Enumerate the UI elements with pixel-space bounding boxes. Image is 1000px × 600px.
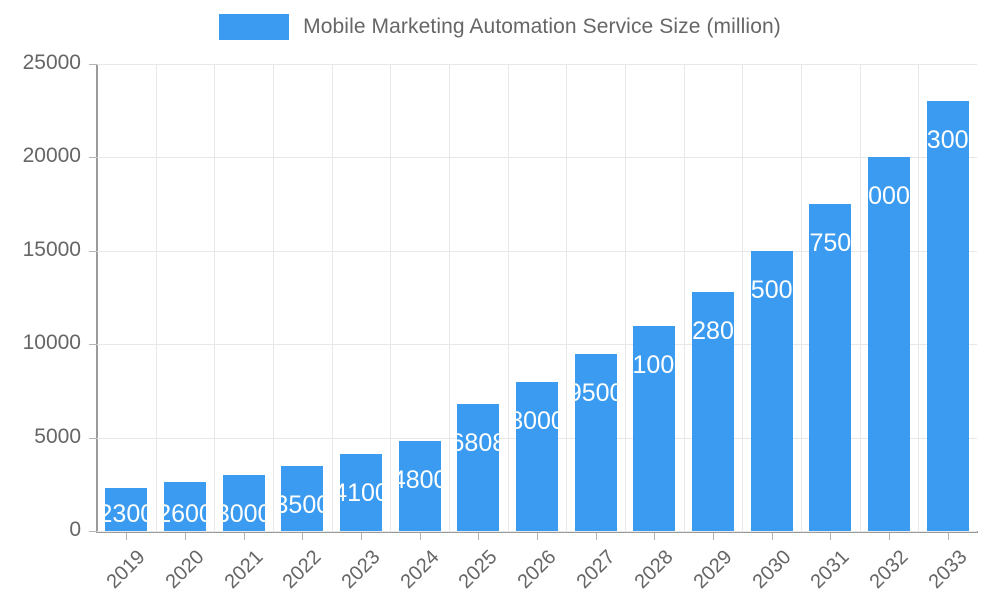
gridline-vertical [390,64,391,531]
y-tick-label: 0 [69,518,81,541]
bar-slot[interactable]: 12800 [692,64,734,531]
bar-slot[interactable]: 9500 [574,64,617,531]
gridline-vertical [508,64,509,531]
legend-color-swatch [219,14,290,40]
x-tick-mark [713,533,714,540]
bar-slot[interactable]: 8000 [516,64,558,531]
x-tick-mark [537,533,538,540]
x-tick-mark [772,533,773,540]
bar-slot[interactable]: 3000 [222,64,265,531]
gridline-vertical [625,64,626,531]
gridline-vertical [449,64,450,531]
bar[interactable] [457,403,500,531]
y-tick-mark [89,344,97,346]
y-tick-label: 20000 [22,144,81,168]
bar[interactable] [222,474,265,531]
gridline-vertical [273,64,274,531]
gridline-vertical [332,64,333,531]
x-axis-line [96,531,978,533]
legend-label: Mobile Marketing Automation Service Size… [303,15,781,38]
x-tick-mark [126,533,127,540]
y-tick-label: 5000 [34,424,81,448]
y-tick-mark [89,437,97,439]
bar[interactable] [398,441,441,531]
gridline-horizontal [97,64,977,65]
plot-area: 2300 2600 3000 3500 4100 4800 6808 8000 9500 1100… [97,64,977,532]
y-tick-label: 10000 [22,331,81,355]
bar-slot[interactable]: 15000 [750,64,793,531]
bar[interactable] [868,157,910,531]
bar[interactable] [809,204,852,531]
gridline-vertical [156,64,157,531]
bar[interactable] [633,325,676,531]
bar-slot[interactable]: 4100 [340,64,382,531]
gridline-vertical [918,64,919,531]
gridline-vertical [566,64,567,531]
y-tick-mark [89,250,97,252]
bar-slot[interactable]: 4800 [398,64,441,531]
bar-slot[interactable]: 17500 [809,64,852,531]
x-tick-mark [361,533,362,540]
gridline-horizontal [97,157,977,159]
y-tick-mark [89,531,97,532]
gridline-horizontal [97,344,977,346]
bar[interactable] [164,482,206,531]
x-tick-mark [185,533,186,540]
gridline-vertical [214,64,215,531]
gridline-horizontal [97,250,977,252]
x-tick-mark [420,533,421,540]
x-tick-mark [478,533,479,540]
x-tick-mark [244,533,245,540]
bar-slot[interactable]: 23000 [926,64,969,531]
bar-slot[interactable]: 2300 [105,64,148,531]
chart-legend: Mobile Marketing Automation Service Size… [0,14,1000,40]
gridline-horizontal [97,531,977,532]
y-tick-mark [89,157,97,159]
y-tick-label: 25000 [22,51,81,74]
bar[interactable] [105,488,148,531]
x-tick-mark [830,533,831,540]
gridline-vertical [801,64,802,531]
y-tick-label: 15000 [22,237,81,261]
x-tick-mark [596,533,597,540]
bar[interactable] [692,291,734,531]
bar-slot[interactable]: 3500 [281,64,324,531]
bar[interactable] [516,381,558,531]
gridline-vertical [860,64,861,531]
bar[interactable] [926,101,969,531]
x-tick-mark [654,533,655,540]
bar-slot[interactable]: 11000 [633,64,676,531]
x-tick-mark [302,533,303,540]
x-tick-mark [948,533,949,540]
bar[interactable] [281,465,324,531]
bar-slot[interactable]: 2600 [164,64,206,531]
gridline-vertical [742,64,743,531]
x-tick-label: 2019 [102,546,150,594]
bar[interactable] [750,250,793,531]
x-tick-mark [889,533,890,540]
y-tick-mark [89,64,97,65]
bar-slot[interactable]: 20000 [868,64,910,531]
y-axis-line [96,64,98,532]
bar-slot[interactable]: 6808 [457,64,500,531]
gridline-vertical [684,64,685,531]
bar[interactable] [340,454,382,531]
bar[interactable] [574,353,617,531]
